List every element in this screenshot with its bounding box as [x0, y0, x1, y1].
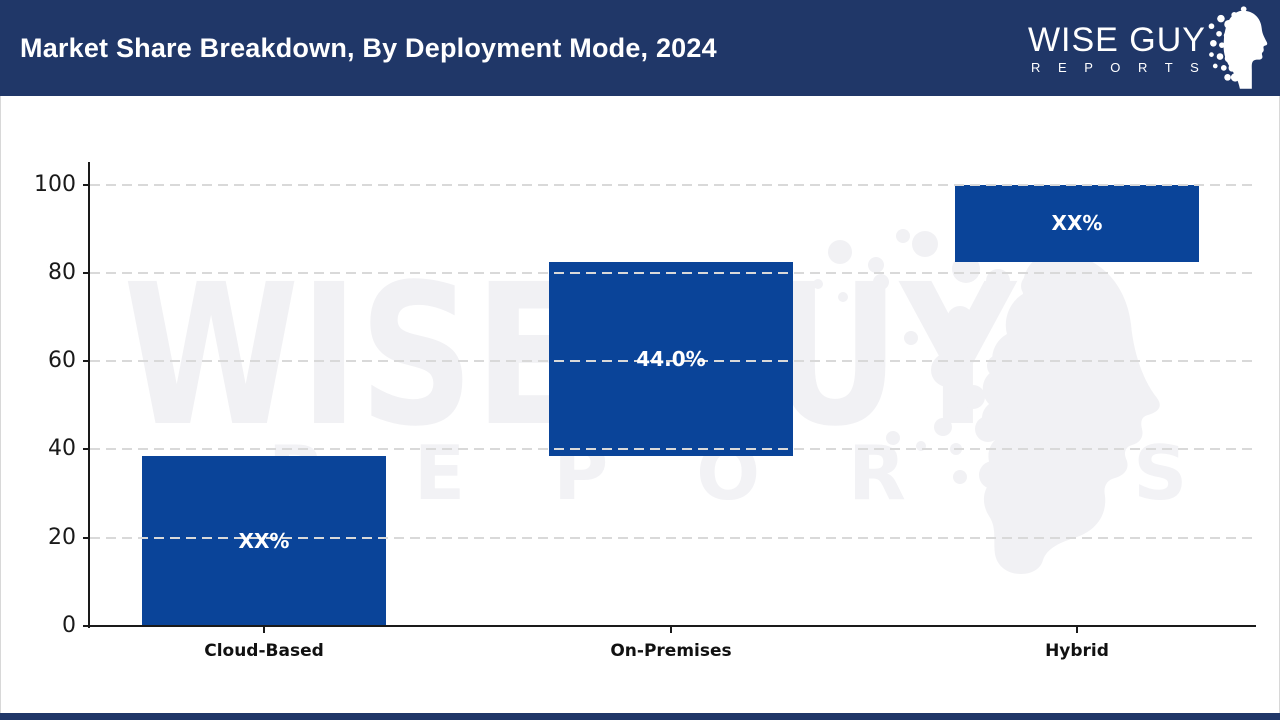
y-gridline [90, 183, 1256, 186]
bar-value-label: XX% [238, 529, 290, 553]
y-axis-line [88, 162, 90, 628]
watermark-head-icon [813, 229, 1160, 574]
y-tick-mark [83, 183, 90, 186]
x-axis-line [88, 625, 1256, 627]
y-tick-mark [83, 448, 90, 451]
y-tick-mark [83, 271, 90, 274]
y-axis-tick-label: 0 [62, 613, 76, 638]
bar-value-label: XX% [1051, 211, 1103, 236]
x-axis-label-cloud-based: Cloud-Based [204, 641, 324, 661]
x-axis-label-hybrid: Hybrid [1045, 641, 1109, 661]
y-tick-mark [83, 625, 90, 627]
y-axis-tick-label: 80 [48, 259, 76, 285]
x-tick-mark [263, 627, 265, 633]
logo-reports-label: R E P O R T S [1030, 59, 1206, 75]
y-axis-tick-label: 20 [48, 524, 76, 550]
bar-on-premises [549, 261, 793, 456]
header-background [0, 0, 1280, 96]
y-gridline [90, 271, 1256, 274]
y-gridline [90, 536, 1256, 539]
bar-value-label: 44.0% [636, 346, 706, 371]
y-gridline [90, 448, 1256, 451]
logo-text: WISE GUY R E P O R T S [1028, 23, 1206, 74]
logo-brand-name: WISE GUY [1027, 20, 1206, 59]
y-gridline [90, 360, 1256, 363]
x-tick-mark [670, 627, 672, 633]
y-axis-tick-label: 100 [34, 171, 76, 197]
header: Market Share Breakdown, By Deployment Mo… [0, 0, 1280, 96]
y-tick-mark [83, 360, 90, 363]
x-tick-mark [1076, 627, 1078, 633]
y-axis-tick-label: 40 [48, 436, 76, 462]
wiseguy-head-icon [1208, 6, 1268, 89]
y-tick-mark [83, 536, 90, 539]
wise-guy-reports-logo: WISE GUY R E P O R T S [1028, 4, 1274, 92]
footer-bar [0, 713, 1280, 720]
page-title: Market Share Breakdown, By Deployment Mo… [20, 32, 717, 63]
bar-hybrid [955, 184, 1199, 262]
bar-cloud-based [142, 456, 386, 626]
x-axis-label-on-premises: On-Premises [610, 641, 732, 661]
y-axis-tick-label: 60 [48, 348, 76, 374]
